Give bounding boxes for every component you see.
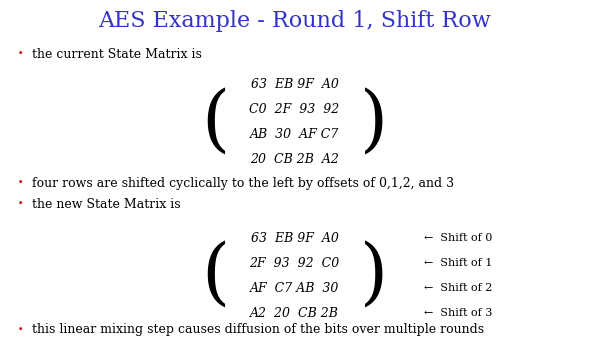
Text: ): ) <box>360 240 388 311</box>
Text: C0  2F  93  92: C0 2F 93 92 <box>249 103 340 116</box>
Text: ←  Shift of 1: ← Shift of 1 <box>424 258 492 268</box>
Text: the new State Matrix is: the new State Matrix is <box>32 198 181 211</box>
Text: 2F  93  92  C0: 2F 93 92 C0 <box>249 257 340 270</box>
Text: A2  20  CB 2B: A2 20 CB 2B <box>250 307 339 320</box>
Text: ·: · <box>17 47 23 61</box>
Text: AES Example - Round 1, Shift Row: AES Example - Round 1, Shift Row <box>98 10 491 32</box>
Text: ): ) <box>360 87 388 157</box>
Text: 20  CB 2B  A2: 20 CB 2B A2 <box>250 153 339 166</box>
Text: AF  C7 AB  30: AF C7 AB 30 <box>250 282 339 295</box>
Text: ·: · <box>17 197 23 211</box>
Text: the current State Matrix is: the current State Matrix is <box>32 47 203 61</box>
Text: ·: · <box>17 176 23 190</box>
Text: ←  Shift of 3: ← Shift of 3 <box>424 309 492 318</box>
Text: this linear mixing step causes diffusion of the bits over multiple rounds: this linear mixing step causes diffusion… <box>32 323 484 336</box>
Text: ·: · <box>17 323 23 337</box>
Text: (: ( <box>201 87 229 157</box>
Text: ←  Shift of 0: ← Shift of 0 <box>424 233 492 243</box>
Text: ←  Shift of 2: ← Shift of 2 <box>424 283 492 293</box>
Text: 63  EB 9F  A0: 63 EB 9F A0 <box>251 78 338 91</box>
Text: four rows are shifted cyclically to the left by offsets of 0,1,2, and 3: four rows are shifted cyclically to the … <box>32 177 454 190</box>
Text: 63  EB 9F  A0: 63 EB 9F A0 <box>251 231 338 245</box>
Text: AB  30  AF C7: AB 30 AF C7 <box>250 128 339 141</box>
Text: (: ( <box>201 240 229 311</box>
